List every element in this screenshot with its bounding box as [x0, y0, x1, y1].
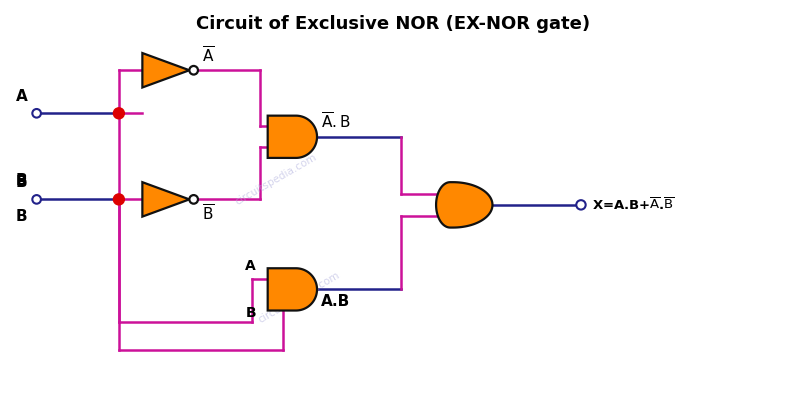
Circle shape: [189, 66, 198, 74]
Text: circuitspedia.com: circuitspedia.com: [256, 270, 342, 324]
Text: B: B: [245, 306, 256, 320]
Circle shape: [32, 109, 41, 118]
Text: B: B: [16, 209, 28, 224]
Circle shape: [113, 194, 124, 205]
Polygon shape: [268, 116, 317, 158]
Polygon shape: [142, 182, 189, 217]
Circle shape: [113, 108, 124, 119]
Polygon shape: [268, 268, 317, 310]
Text: A: A: [16, 89, 28, 104]
Text: circuitspedia.com: circuitspedia.com: [233, 152, 318, 207]
Text: Circuit of Exclusive NOR (EX-NOR gate): Circuit of Exclusive NOR (EX-NOR gate): [196, 15, 590, 33]
Text: $\overline{\mathrm{B}}$: $\overline{\mathrm{B}}$: [202, 204, 215, 224]
Circle shape: [576, 200, 586, 210]
Text: A: A: [245, 259, 256, 272]
Circle shape: [189, 195, 198, 204]
Text: A.B: A.B: [321, 294, 351, 309]
Circle shape: [32, 195, 41, 204]
Text: $\overline{\mathrm{A}}.\mathrm{B}$: $\overline{\mathrm{A}}.\mathrm{B}$: [321, 112, 351, 132]
Polygon shape: [142, 53, 189, 87]
Polygon shape: [436, 182, 493, 228]
Text: B: B: [16, 173, 28, 188]
Text: B: B: [16, 175, 28, 190]
Text: $\overline{\mathrm{A}}$: $\overline{\mathrm{A}}$: [202, 45, 215, 66]
Text: X=A.B+$\overline{\rm{A}}$.$\overline{\rm{B}}$: X=A.B+$\overline{\rm{A}}$.$\overline{\rm…: [592, 197, 675, 213]
